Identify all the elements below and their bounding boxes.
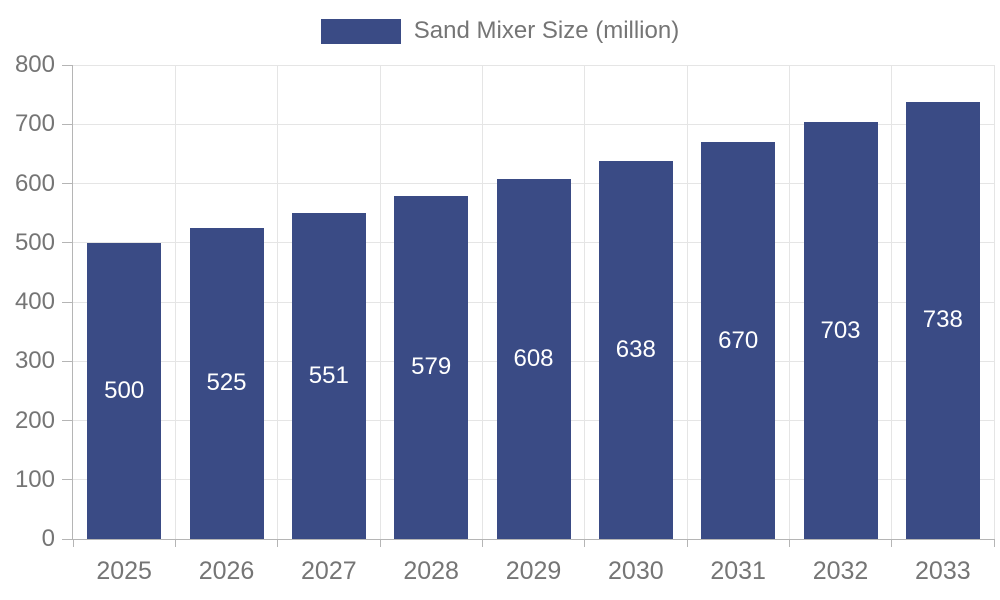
x-axis-label: 2029 — [505, 557, 562, 585]
x-axis-label: 2032 — [812, 557, 869, 585]
gridline-horizontal — [73, 123, 994, 125]
gridline-vertical — [891, 65, 893, 539]
x-axis-tick — [174, 539, 176, 547]
y-axis-tick — [62, 420, 72, 421]
y-axis-tick — [62, 64, 72, 66]
y-axis-tick — [62, 301, 72, 303]
x-axis-tick — [379, 539, 381, 547]
y-axis-label: 700 — [14, 110, 55, 138]
bar-value-label: 579 — [411, 353, 452, 381]
bar-value-label: 670 — [718, 326, 759, 354]
x-axis-label: 2030 — [608, 557, 664, 585]
legend-label: Sand Mixer Size (million) — [413, 17, 680, 44]
bar-value-label: 551 — [308, 361, 349, 389]
x-axis-tick — [72, 539, 74, 547]
bar-2029[interactable]: 608 — [496, 178, 571, 539]
bar-2031[interactable]: 670 — [701, 142, 776, 539]
legend-swatch-icon — [320, 18, 401, 44]
x-axis-tick — [686, 539, 688, 547]
y-axis-label: 400 — [14, 288, 55, 315]
x-axis-tick — [481, 539, 483, 547]
x-axis-label: 2025 — [96, 557, 152, 585]
y-axis-label: 800 — [14, 51, 55, 78]
x-axis-tick — [584, 539, 586, 547]
gridline-vertical — [481, 65, 483, 539]
y-axis-tick — [62, 538, 72, 540]
bar-2032[interactable]: 703 — [803, 122, 878, 539]
x-axis-tick — [788, 539, 790, 547]
bar-value-label: 608 — [513, 344, 554, 372]
y-axis-tick — [62, 360, 72, 362]
bar-2028[interactable]: 579 — [394, 195, 469, 539]
bar-value-label: 638 — [615, 336, 656, 363]
gridline-vertical — [277, 65, 279, 539]
y-axis-tick — [62, 123, 72, 125]
x-axis-label: 2026 — [198, 557, 255, 585]
bar-value-label: 703 — [820, 316, 861, 344]
y-axis-label: 0 — [41, 525, 55, 552]
x-axis-label: 2031 — [710, 557, 766, 585]
y-axis-tick — [62, 242, 72, 244]
bar-2025[interactable]: 500 — [87, 242, 162, 539]
bar-2033[interactable]: 738 — [905, 101, 980, 539]
gridline-horizontal — [73, 64, 994, 66]
x-axis-label: 2027 — [301, 557, 357, 585]
y-axis-label: 200 — [14, 406, 55, 434]
gridline-vertical — [584, 65, 586, 539]
bar-2030[interactable]: 638 — [598, 161, 673, 539]
bar-value-label: 738 — [922, 306, 963, 334]
bar-2027[interactable]: 551 — [291, 212, 366, 539]
gridline-vertical — [379, 65, 381, 539]
gridline-vertical — [174, 65, 176, 539]
bar-value-label: 525 — [206, 369, 247, 397]
bar-value-label: 500 — [104, 376, 145, 404]
y-axis-tick — [62, 479, 72, 481]
y-axis-label: 500 — [14, 228, 55, 256]
y-axis-label: 600 — [14, 169, 55, 197]
y-axis-tick — [62, 183, 72, 184]
legend[interactable]: Sand Mixer Size (million) — [0, 17, 1000, 45]
y-axis-label: 300 — [14, 347, 55, 375]
gridline-vertical — [686, 65, 688, 539]
bar-2026[interactable]: 525 — [189, 227, 264, 539]
gridline-vertical — [993, 65, 995, 539]
gridline-vertical — [788, 65, 790, 539]
x-axis-tick — [993, 539, 995, 547]
x-axis-tick — [891, 539, 893, 547]
x-axis-label: 2033 — [915, 557, 971, 585]
x-axis-label: 2028 — [403, 557, 459, 585]
y-axis-label: 100 — [14, 465, 55, 493]
x-axis-tick — [277, 539, 279, 547]
plot-area: 0 100 200 300 400 500 600 700 800 2025 2026 2027 202… — [15, 51, 995, 585]
